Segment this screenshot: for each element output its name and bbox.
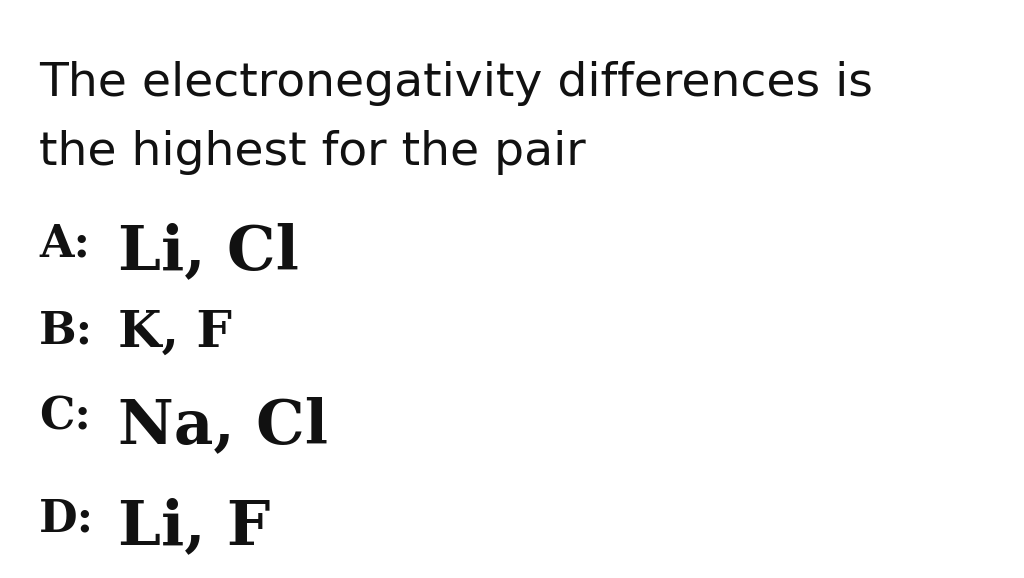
Text: Li, F: Li, F <box>118 497 270 557</box>
Text: Na, Cl: Na, Cl <box>118 396 328 456</box>
Text: K, F: K, F <box>118 309 231 358</box>
Text: C:: C: <box>39 396 91 439</box>
Text: A:: A: <box>39 223 90 265</box>
Text: The electronegativity differences is: The electronegativity differences is <box>39 61 872 106</box>
Text: B:: B: <box>39 309 93 352</box>
Text: Li, Cl: Li, Cl <box>118 223 299 283</box>
Text: the highest for the pair: the highest for the pair <box>39 130 586 175</box>
Text: D:: D: <box>39 497 94 540</box>
